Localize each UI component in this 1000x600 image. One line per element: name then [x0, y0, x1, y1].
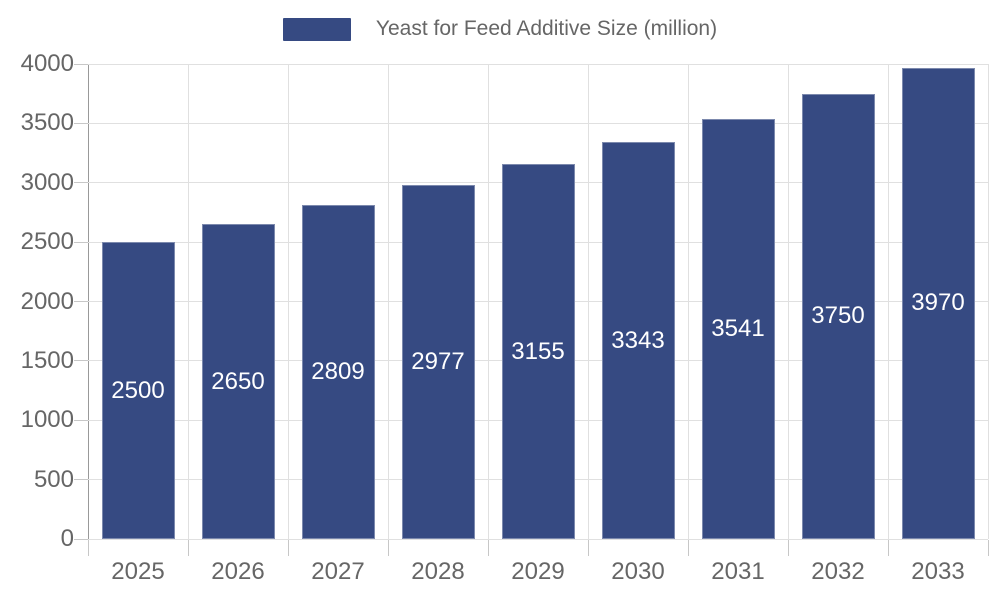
x-axis-tick-label: 2028: [411, 558, 465, 585]
gridline-horizontal: [88, 63, 988, 65]
gridline-vertical: [487, 64, 489, 539]
bar: 3343: [601, 142, 675, 539]
bar: 3541: [701, 118, 775, 539]
bar-value-label: 2809: [311, 358, 365, 386]
y-axis-tick-label: 1000: [20, 406, 74, 434]
x-axis-tick-mark: [187, 540, 189, 556]
gridline-vertical: [987, 64, 989, 539]
y-axis-tick-label: 0: [60, 525, 74, 552]
plot-area: 2500 2650 2809 2977 3155 3343 3541 3750 3970: [88, 63, 989, 540]
y-axis-tick-label: 1500: [20, 346, 74, 374]
bar: 2977: [401, 185, 475, 539]
gridline-vertical: [587, 64, 589, 539]
x-axis-tick-mark: [387, 540, 389, 556]
bar-value-label: 3343: [611, 326, 665, 354]
y-axis-tick-mark: [74, 538, 88, 540]
legend[interactable]: Yeast for Feed Additive Size (million): [0, 17, 1000, 41]
gridline-vertical: [687, 64, 689, 539]
x-axis-tick-label: 2032: [811, 558, 865, 585]
y-axis-tick-mark: [74, 122, 88, 124]
gridline-vertical: [787, 64, 789, 539]
x-axis-tick-label: 2031: [711, 558, 765, 585]
bar-value-label: 2977: [411, 348, 465, 376]
x-axis-tick-mark: [887, 540, 889, 556]
x-axis-tick-mark: [287, 540, 289, 556]
x-axis-tick-mark: [487, 540, 489, 556]
x-axis-tick-label: 2029: [511, 558, 565, 585]
bar-value-label: 3541: [711, 314, 765, 342]
x-axis-tick-label: 2030: [611, 558, 665, 585]
x-axis-tick-mark: [587, 540, 589, 556]
bar-value-label: 3970: [911, 289, 965, 317]
gridline-horizontal: [88, 538, 988, 540]
bar-value-label: 3750: [811, 302, 865, 330]
y-axis-tick-mark: [74, 63, 88, 65]
y-axis-tick-label: 2000: [20, 287, 74, 315]
gridline-vertical: [187, 64, 189, 539]
x-axis-tick-label: 2033: [911, 558, 965, 585]
gridline-vertical: [287, 64, 289, 539]
y-axis-tick-mark: [74, 360, 88, 362]
bar: 3970: [901, 67, 975, 539]
y-axis-line: [88, 64, 89, 555]
bar-value-label: 2650: [211, 367, 265, 395]
y-axis-tick-label: 500: [33, 465, 74, 493]
x-axis-tick-label: 2027: [311, 558, 365, 585]
x-axis-tick-mark: [787, 540, 789, 556]
bar: 3155: [501, 164, 575, 539]
legend-swatch: [282, 17, 351, 41]
x-axis-tick-mark: [687, 540, 689, 556]
x-axis-tick-mark: [87, 540, 89, 556]
y-axis-tick-mark: [74, 479, 88, 481]
bar-value-label: 2500: [111, 376, 165, 404]
bar: 2500: [101, 242, 175, 539]
y-axis-tick-mark: [74, 301, 88, 302]
y-axis-tick-label: 4000: [20, 50, 74, 77]
bar: 3750: [801, 93, 875, 539]
y-axis-tick-label: 3500: [20, 109, 74, 137]
x-axis-tick-label: 2026: [211, 558, 265, 585]
y-axis-tick-label: 3000: [20, 168, 74, 196]
gridline-horizontal: [88, 122, 988, 124]
x-axis-tick-mark: [987, 540, 989, 556]
x-axis-tick-label: 2025: [111, 558, 165, 585]
bar: 2809: [301, 205, 375, 539]
gridline-vertical: [887, 64, 889, 539]
y-axis-tick-mark: [74, 241, 88, 243]
bar-value-label: 3155: [511, 337, 565, 365]
legend-label: Yeast for Feed Additive Size (million): [375, 17, 718, 40]
y-axis-tick-mark: [74, 419, 88, 421]
bar: 2650: [201, 224, 275, 539]
y-axis-tick-mark: [74, 182, 88, 184]
gridline-vertical: [387, 64, 389, 539]
y-axis-tick-label: 2500: [20, 228, 74, 256]
